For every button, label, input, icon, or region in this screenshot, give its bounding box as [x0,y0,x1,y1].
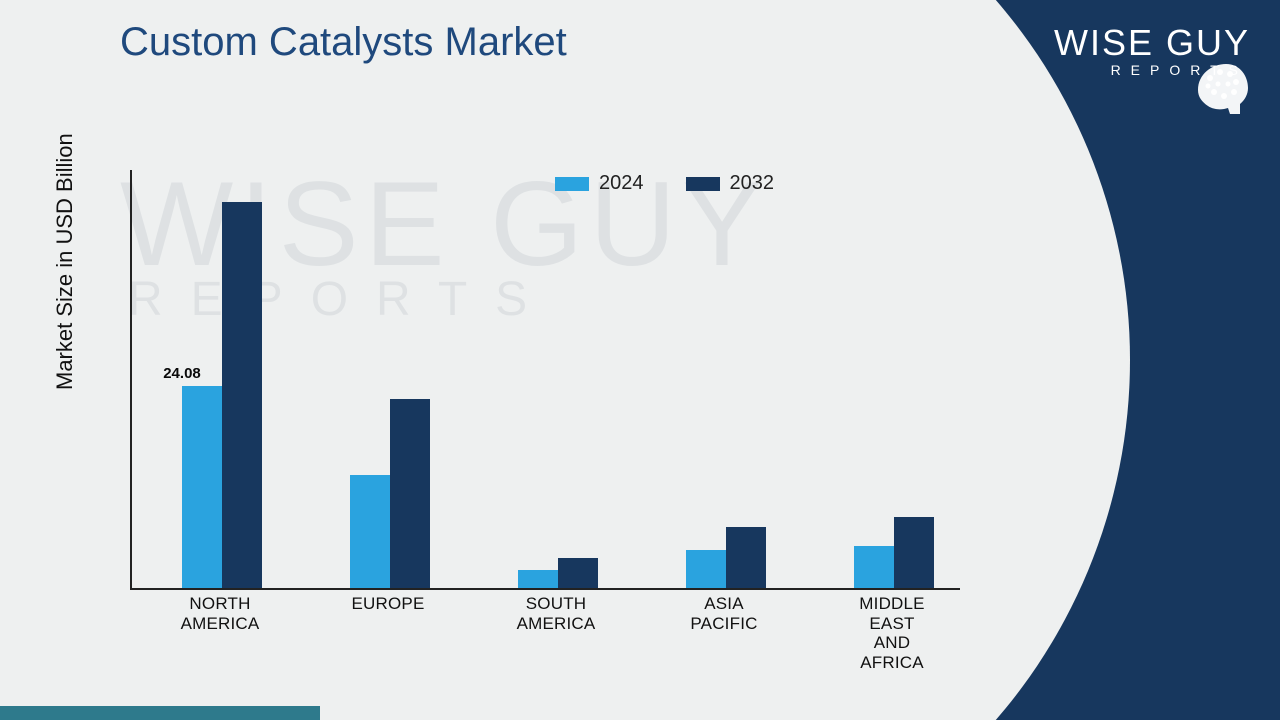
x-tick-label: EUROPE [308,594,468,614]
bar-group [310,399,470,588]
bar-group [814,517,974,588]
bar-2024 [854,546,894,588]
x-tick-label: SOUTHAMERICA [476,594,636,633]
bar-value-label: 24.08 [142,365,222,382]
bar-group [142,202,302,588]
head-dots-icon [1190,60,1250,120]
bar-group [478,558,638,588]
page-title: Custom Catalysts Market [120,20,567,65]
bar-2032 [894,517,934,588]
plot-area: 24.08 [130,170,960,590]
bar-2024 [182,386,222,588]
brand-logo: WISE GUY REPORTS [1054,22,1250,78]
x-tick-label: NORTHAMERICA [140,594,300,633]
brand-logo-main: WISE GUY [1054,22,1250,64]
bar-2024 [350,475,390,588]
bar-2024 [518,570,558,588]
y-axis-label: Market Size in USD Billion [52,133,78,390]
bar-2032 [558,558,598,588]
bar-2024 [686,550,726,588]
bottom-strip [0,706,320,720]
bar-2032 [390,399,430,588]
x-tick-label: ASIAPACIFIC [644,594,804,633]
bar-group [646,527,806,588]
bar-2032 [726,527,766,588]
bar-2032 [222,202,262,588]
market-bar-chart: 24.08 NORTHAMERICAEUROPESOUTHAMERICAASIA… [100,170,960,590]
x-tick-label: MIDDLEEASTANDAFRICA [812,594,972,672]
